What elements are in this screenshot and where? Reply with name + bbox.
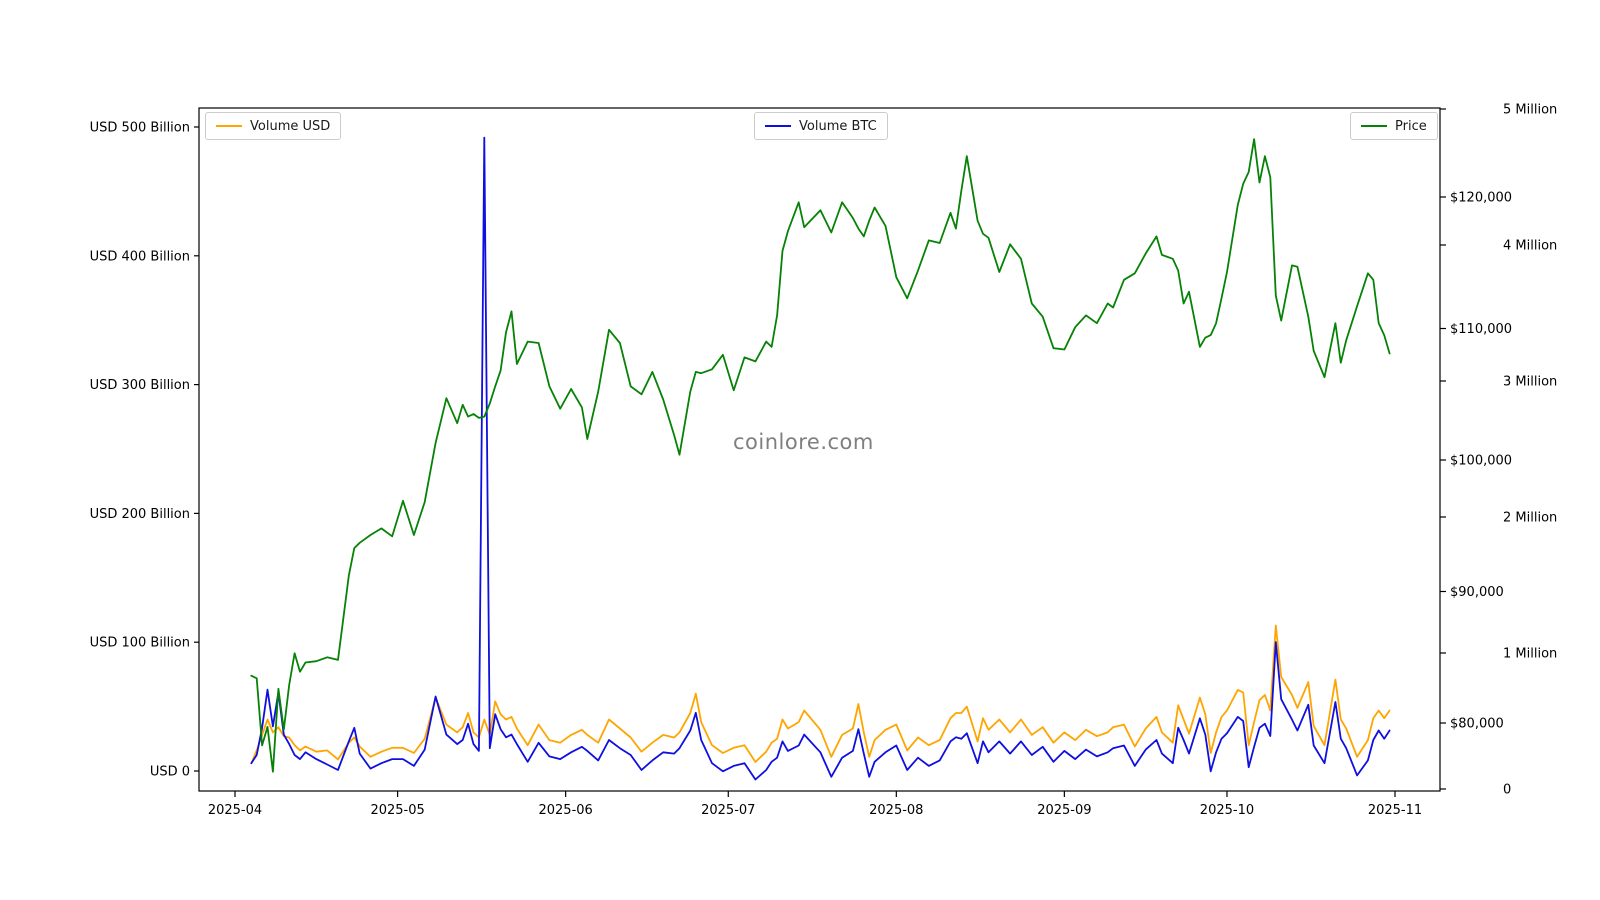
volume-usd-line-swatch [216, 125, 242, 127]
svg-text:$120,000: $120,000 [1450, 191, 1512, 206]
svg-text:0: 0 [1503, 783, 1511, 798]
svg-text:USD 400 Billion: USD 400 Billion [90, 249, 190, 264]
legend-volume-usd-label: Volume USD [250, 118, 331, 134]
price-line-swatch [1361, 125, 1387, 127]
svg-text:2025-04: 2025-04 [208, 803, 262, 818]
legend-volume-btc-label: Volume BTC [799, 118, 877, 134]
svg-text:USD 300 Billion: USD 300 Billion [90, 378, 190, 393]
svg-text:$90,000: $90,000 [1450, 585, 1504, 600]
legend-price: Price [1350, 112, 1438, 140]
legend-volume-btc: Volume BTC [754, 112, 888, 140]
legend-volume-usd: Volume USD [205, 112, 342, 140]
svg-text:$110,000: $110,000 [1450, 322, 1512, 337]
svg-text:2025-09: 2025-09 [1037, 803, 1091, 818]
left-axis-volume-usd: USD 0 USD 100 Billion USD 200 Billion USD 3… [90, 121, 199, 780]
svg-text:4 Million: 4 Million [1503, 239, 1557, 254]
series-line-volume-btc [250, 136, 1391, 781]
legend-price-label: Price [1395, 118, 1427, 134]
svg-text:2025-06: 2025-06 [538, 803, 592, 818]
right-axis-volume-btc: 0 1 Million 2 Million 3 Million 4 Million 5 M… [1440, 103, 1557, 798]
series-line-volume-usd [250, 624, 1391, 765]
svg-text:2025-07: 2025-07 [701, 803, 755, 818]
series-line-price [250, 138, 1391, 773]
right-axis-price: $80,000 $90,000 $100,000 $110,000 $120,000 [1440, 191, 1512, 732]
svg-text:USD 200 Billion: USD 200 Billion [90, 507, 190, 522]
svg-text:1 Million: 1 Million [1503, 647, 1557, 662]
svg-text:$80,000: $80,000 [1450, 717, 1504, 732]
svg-text:5 Million: 5 Million [1503, 103, 1557, 118]
svg-text:USD 100 Billion: USD 100 Billion [90, 636, 190, 651]
svg-text:2025-10: 2025-10 [1200, 803, 1254, 818]
svg-text:2 Million: 2 Million [1503, 511, 1557, 526]
watermark: coinlore.com [733, 430, 874, 454]
svg-text:2025-08: 2025-08 [869, 803, 923, 818]
svg-text:2025-11: 2025-11 [1368, 803, 1422, 818]
svg-text:3 Million: 3 Million [1503, 375, 1557, 390]
svg-text:$100,000: $100,000 [1450, 454, 1512, 469]
svg-text:2025-05: 2025-05 [370, 803, 424, 818]
volume-btc-line-swatch [765, 125, 791, 127]
svg-text:USD 500 Billion: USD 500 Billion [90, 121, 190, 136]
x-axis-dates: 2025-04 2025-05 2025-06 2025-07 2025-08 2025-… [208, 791, 1422, 818]
svg-text:USD 0: USD 0 [150, 765, 190, 780]
plot-frame [198, 107, 1441, 792]
